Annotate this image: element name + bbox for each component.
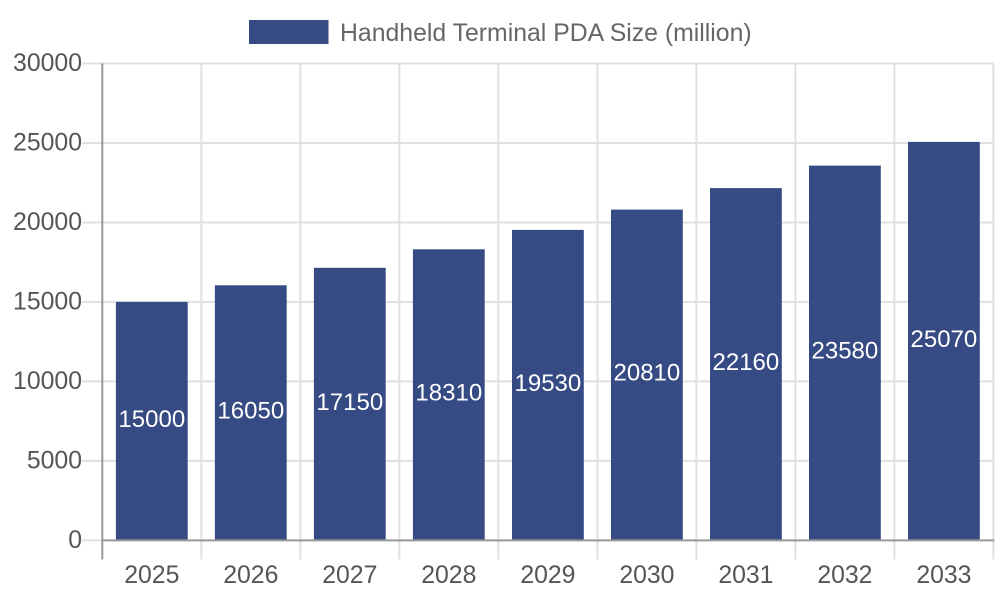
svg-text:2033: 2033 [916, 562, 971, 589]
svg-text:2032: 2032 [817, 562, 872, 589]
svg-text:16050: 16050 [217, 398, 284, 425]
svg-text:5000: 5000 [27, 447, 82, 474]
svg-text:20810: 20810 [614, 360, 681, 387]
svg-text:2031: 2031 [718, 562, 773, 589]
svg-text:18310: 18310 [415, 380, 482, 407]
svg-text:2028: 2028 [421, 562, 476, 589]
svg-text:2026: 2026 [223, 562, 278, 589]
svg-text:2029: 2029 [520, 562, 575, 589]
svg-text:10000: 10000 [13, 368, 82, 395]
svg-text:17150: 17150 [316, 389, 383, 416]
svg-text:2030: 2030 [619, 562, 674, 589]
svg-text:15000: 15000 [13, 288, 82, 315]
svg-text:30000: 30000 [13, 50, 82, 77]
svg-text:23580: 23580 [812, 338, 879, 365]
svg-text:Handheld Terminal PDA Size (mi: Handheld Terminal PDA Size (million) [340, 20, 752, 47]
svg-text:25000: 25000 [13, 130, 82, 157]
svg-text:25070: 25070 [911, 326, 978, 353]
svg-text:2027: 2027 [322, 562, 377, 589]
svg-text:15000: 15000 [118, 406, 185, 433]
svg-text:20000: 20000 [13, 209, 82, 236]
svg-text:22160: 22160 [713, 349, 780, 376]
svg-text:0: 0 [68, 527, 82, 554]
svg-text:2025: 2025 [124, 562, 179, 589]
svg-text:19530: 19530 [515, 370, 582, 397]
